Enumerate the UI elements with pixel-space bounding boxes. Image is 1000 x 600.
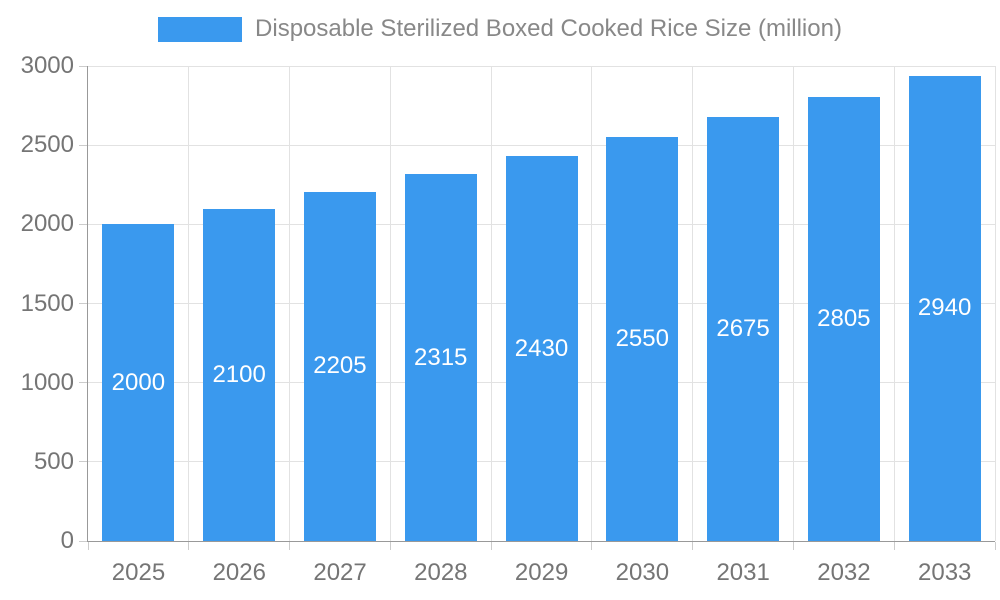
- y-axis-label: 0: [60, 527, 74, 554]
- gridline-h: [88, 144, 995, 146]
- x-axis-tick: [692, 542, 694, 550]
- bar-value-label: 2940: [917, 294, 972, 322]
- bar-value-label: 2100: [212, 360, 266, 388]
- bar-value-label: 2000: [111, 368, 166, 396]
- x-axis-label: 2025: [111, 559, 166, 586]
- plot-area: 2000 2100 2205 2315 2430 2550 2675 2805 2940: [79, 65, 996, 550]
- bar-value-label: 2205: [313, 352, 367, 380]
- bar[interactable]: 2550: [606, 137, 679, 541]
- bar[interactable]: 2675: [707, 117, 780, 541]
- legend-bar-swatch-icon: [158, 16, 243, 42]
- gridline-v: [692, 66, 694, 541]
- gridline-v: [289, 66, 291, 541]
- bar[interactable]: 2430: [505, 156, 578, 541]
- y-axis-label: 2000: [20, 210, 74, 238]
- x-axis-label: 2032: [817, 559, 871, 586]
- x-axis-label: 2026: [212, 559, 266, 586]
- x-axis-label: 2031: [716, 559, 770, 586]
- x-axis-tick: [792, 542, 794, 550]
- x-axis-tick: [591, 542, 593, 550]
- bar[interactable]: 2315: [404, 174, 477, 541]
- y-axis-label: 3000: [20, 52, 74, 79]
- bar-value-label: 2675: [716, 315, 770, 343]
- x-axis-tick: [893, 542, 895, 550]
- y-axis-tick: [79, 144, 87, 146]
- bar-value-label: 2550: [615, 325, 669, 353]
- x-axis-line: [87, 541, 995, 542]
- y-axis-tick: [79, 540, 87, 542]
- bar[interactable]: 2100: [203, 208, 276, 541]
- gridline-v: [591, 66, 593, 541]
- x-axis-label: 2029: [514, 559, 569, 586]
- x-axis-tick: [87, 542, 89, 550]
- gridline-h: [88, 65, 995, 67]
- x-axis-tick: [994, 542, 996, 550]
- x-axis-label: 2028: [414, 559, 468, 586]
- bar[interactable]: 2805: [807, 96, 880, 541]
- gridline-v: [188, 66, 190, 541]
- x-axis-label: 2033: [918, 559, 972, 586]
- gridline-v: [389, 66, 391, 541]
- y-axis-line: [87, 66, 88, 541]
- y-axis-label: 500: [33, 447, 74, 475]
- y-axis-tick: [79, 65, 87, 67]
- legend-label: Disposable Sterilized Boxed Cooked Rice …: [255, 15, 842, 42]
- y-axis-label: 1500: [20, 289, 74, 317]
- gridline-v: [490, 66, 492, 541]
- x-axis-label: 2030: [615, 559, 670, 586]
- y-axis-tick: [79, 303, 87, 304]
- y-axis-tick: [79, 223, 87, 225]
- x-axis-tick: [389, 542, 391, 550]
- x-axis-tick: [188, 542, 190, 550]
- bar-value-label: 2805: [817, 304, 871, 332]
- bar[interactable]: 2000: [102, 224, 175, 541]
- bar[interactable]: 2940: [908, 75, 981, 541]
- y-axis-tick: [79, 461, 87, 463]
- bar[interactable]: 2205: [303, 191, 376, 541]
- x-axis-label: 2027: [313, 559, 367, 586]
- y-axis-label: 1000: [20, 368, 74, 396]
- gridline-v: [792, 66, 794, 541]
- x-axis-tick: [289, 542, 291, 550]
- bar-value-label: 2430: [514, 334, 569, 362]
- gridline-v: [994, 66, 996, 541]
- y-axis-tick: [79, 382, 87, 384]
- gridline-v: [893, 66, 895, 541]
- x-axis-tick: [490, 542, 492, 550]
- bar-value-label: 2315: [414, 343, 468, 371]
- y-axis-label: 2500: [20, 131, 74, 159]
- legend[interactable]: Disposable Sterilized Boxed Cooked Rice …: [0, 15, 1000, 43]
